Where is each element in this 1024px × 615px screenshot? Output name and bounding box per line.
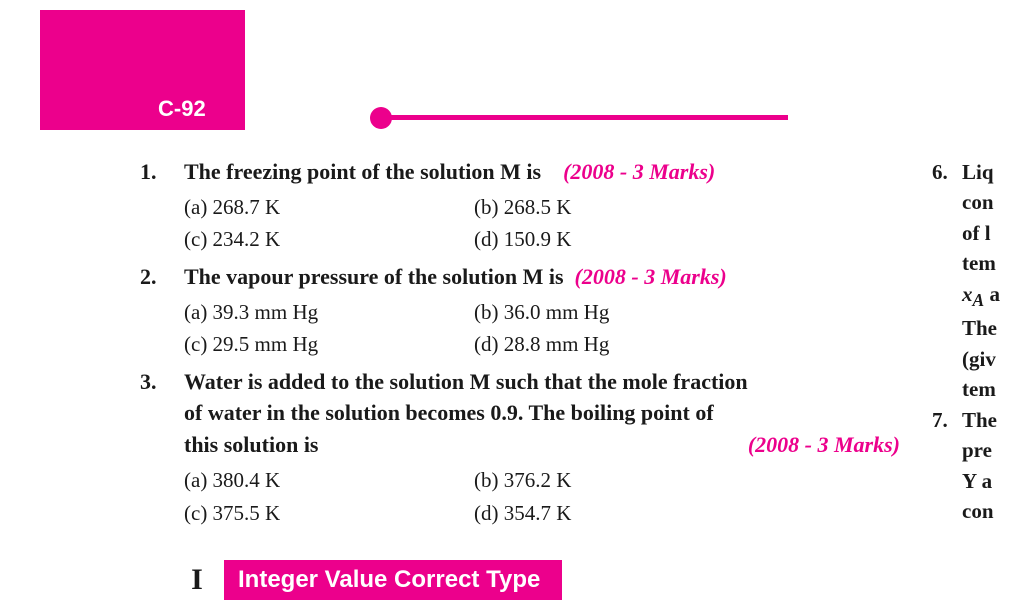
option-c: (c) 234.2 K [184,224,474,254]
option-d: (d) 150.9 K [474,224,764,254]
right-q6-row: 6.Liq [932,157,1022,187]
option-a: (a) 268.7 K [184,192,474,222]
right-frag-tail: a [984,282,1000,306]
right-q7-number: 7. [932,405,962,435]
right-frag: con [932,187,1022,217]
question-text: The freezing point of the solution M is … [184,156,900,188]
question-2: 2. The vapour pressure of the solution M… [140,261,900,360]
section-integer-header: I Integer Value Correct Type [170,560,562,600]
question-text: The vapour pressure of the solution M is… [184,261,900,293]
option-b: (b) 268.5 K [474,192,764,222]
right-frag: of l [932,218,1022,248]
question-3: 3. Water is added to the solution M such… [140,366,900,529]
question-text: Water is added to the solution M such th… [184,366,900,398]
options-grid: (a) 39.3 mm Hg (b) 36.0 mm Hg (c) 29.5 m… [184,297,900,360]
option-b: (b) 36.0 mm Hg [474,297,764,327]
right-frag: tem [932,374,1022,404]
right-frag: (giv [932,344,1022,374]
option-d: (d) 354.7 K [474,498,764,528]
options-grid: (a) 380.4 K (b) 376.2 K (c) 375.5 K (d) … [184,465,900,528]
option-a: (a) 380.4 K [184,465,474,495]
header-pink-block [40,10,245,130]
right-frag-xa: xA a [932,279,1022,314]
question-1: 1. The freezing point of the solution M … [140,156,900,255]
question-stem-line3: this solution is [184,429,319,461]
section-label: Integer Value Correct Type [224,560,562,600]
question-text-line3-row: this solution is (2008 - 3 Marks) [184,429,900,461]
option-c: (c) 375.5 K [184,498,474,528]
right-q7-row: 7.The [932,405,1022,435]
option-b: (b) 376.2 K [474,465,764,495]
right-frag: tem [932,248,1022,278]
question-stem-line1: Water is added to the solution M such th… [184,369,748,394]
question-marks: (2008 - 3 Marks) [563,159,715,184]
question-number: 1. [140,156,184,188]
options-grid: (a) 268.7 K (b) 268.5 K (c) 234.2 K (d) … [184,192,900,255]
option-d: (d) 28.8 mm Hg [474,329,764,359]
right-frag: con [932,496,1022,526]
question-number: 3. [140,366,184,398]
right-frag-x: x [962,282,973,306]
right-frag: Liq [962,160,994,184]
option-a: (a) 39.3 mm Hg [184,297,474,327]
question-number: 2. [140,261,184,293]
timeline-bar [388,115,788,120]
right-frag-sub: A [973,290,985,310]
option-c: (c) 29.5 mm Hg [184,329,474,359]
right-frag: Y a [932,466,1022,496]
right-cutoff-column: 6.Liq con of l tem xA a The (giv tem 7.T… [932,157,1022,526]
right-frag: The [932,313,1022,343]
question-stem: The vapour pressure of the solution M is [184,264,564,289]
question-text-line2: of water in the solution becomes 0.9. Th… [184,397,900,429]
right-frag: The [962,408,997,432]
question-marks: (2008 - 3 Marks) [748,429,900,461]
right-q6-number: 6. [932,157,962,187]
section-roman: I [170,560,224,600]
timeline-decor [370,107,790,121]
page-root: C-92 1. The freezing point of the soluti… [0,0,1024,615]
page-number-tag: C-92 [158,96,206,122]
right-frag: pre [932,435,1022,465]
questions-column: 1. The freezing point of the solution M … [140,150,900,528]
question-marks: (2008 - 3 Marks) [575,264,727,289]
question-stem: The freezing point of the solution M is [184,159,541,184]
